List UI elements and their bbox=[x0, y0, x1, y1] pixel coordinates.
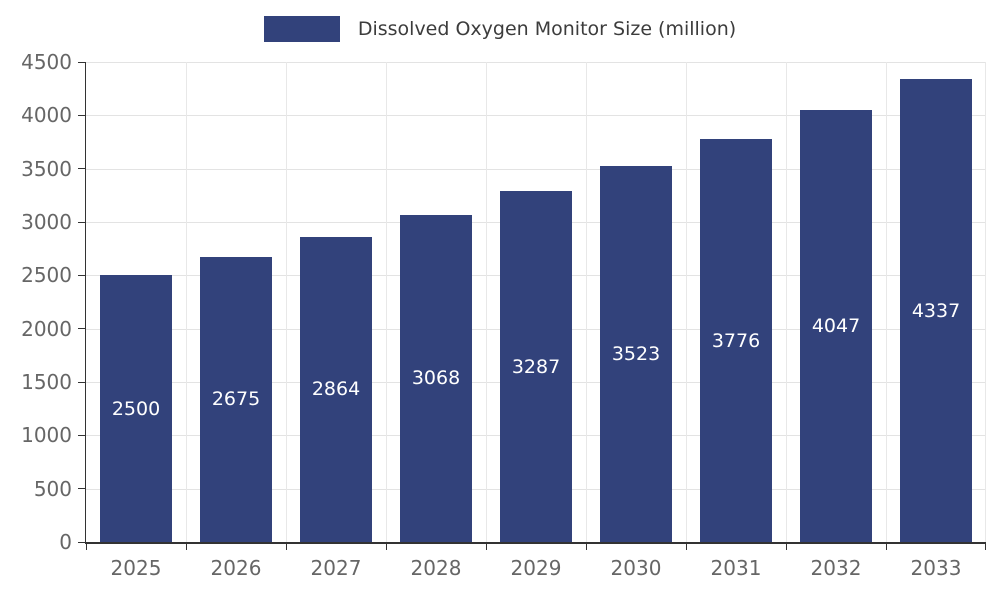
gridline-vertical bbox=[686, 62, 687, 542]
bar-2031[interactable]: 3776 bbox=[700, 139, 772, 542]
y-tick-mark bbox=[78, 168, 86, 170]
x-tick-label: 2030 bbox=[610, 556, 662, 580]
bar-2026[interactable]: 2675 bbox=[200, 256, 272, 542]
x-tick-label: 2029 bbox=[510, 556, 562, 580]
gridline-vertical bbox=[286, 62, 287, 542]
bar-2030[interactable]: 3523 bbox=[600, 166, 672, 542]
gridline-horizontal bbox=[86, 62, 986, 63]
y-tick-mark bbox=[78, 221, 86, 223]
y-tick-mark bbox=[78, 328, 86, 330]
bar-value-label: 3068 bbox=[411, 367, 461, 390]
gridline-vertical bbox=[386, 62, 387, 542]
x-tick-mark bbox=[985, 542, 986, 550]
x-tick-label: 2027 bbox=[310, 556, 362, 580]
x-tick-mark bbox=[386, 542, 387, 550]
gridline-vertical bbox=[186, 62, 187, 542]
bar-2032[interactable]: 4047 bbox=[800, 110, 872, 542]
x-tick-label: 2028 bbox=[410, 556, 462, 580]
x-tick-mark bbox=[186, 542, 187, 550]
x-tick-mark bbox=[486, 542, 487, 550]
y-tick-label: 500 bbox=[33, 476, 72, 501]
bar-2025[interactable]: 2500 bbox=[100, 275, 172, 542]
legend-swatch bbox=[263, 16, 340, 42]
y-tick-label: 2000 bbox=[21, 316, 72, 341]
y-tick-mark bbox=[78, 61, 86, 63]
y-tick-label: 1500 bbox=[21, 370, 72, 394]
x-tick-mark bbox=[686, 542, 687, 550]
x-tick-mark bbox=[86, 542, 87, 550]
x-tick-mark bbox=[286, 542, 287, 550]
legend-label: Dissolved Oxygen Monitor Size (million) bbox=[357, 18, 737, 40]
y-tick-label: 3000 bbox=[21, 210, 72, 234]
plot-area: 0 500 1000 1500 2000 2500 3000 3500 4000 4500 2500… bbox=[21, 50, 986, 580]
y-tick-label: 4500 bbox=[21, 50, 72, 74]
bar-value-label: 2500 bbox=[111, 397, 161, 420]
bar-2027[interactable]: 2864 bbox=[300, 236, 372, 542]
y-tick-label: 2500 bbox=[21, 263, 72, 288]
y-tick-mark bbox=[78, 274, 86, 276]
gridline-vertical bbox=[586, 62, 587, 542]
x-tick-label: 2026 bbox=[210, 556, 262, 580]
gridline-vertical bbox=[486, 62, 487, 542]
x-tick-label: 2033 bbox=[910, 556, 962, 580]
bar-value-label: 4337 bbox=[911, 299, 961, 322]
legend[interactable]: Dissolved Oxygen Monitor Size (million) bbox=[0, 16, 1000, 42]
y-tick-mark bbox=[78, 381, 86, 383]
y-tick-mark bbox=[78, 114, 86, 116]
bar-2029[interactable]: 3287 bbox=[500, 191, 572, 542]
x-tick-mark bbox=[586, 542, 587, 550]
y-tick-label: 1000 bbox=[21, 423, 72, 448]
y-tick-label: 3500 bbox=[21, 156, 72, 181]
gridline-horizontal bbox=[86, 115, 986, 117]
bar-2028[interactable]: 3068 bbox=[400, 214, 472, 542]
bar-2033[interactable]: 4337 bbox=[900, 79, 972, 542]
y-tick-mark bbox=[78, 434, 86, 436]
bar-value-label: 2675 bbox=[211, 388, 261, 411]
gridline-vertical bbox=[786, 62, 787, 542]
bar-value-label: 2864 bbox=[311, 378, 361, 401]
y-tick-mark bbox=[78, 541, 86, 543]
x-tick-mark bbox=[786, 542, 787, 550]
x-tick-label: 2025 bbox=[110, 556, 162, 580]
y-tick-mark bbox=[78, 488, 86, 490]
bar-value-label: 3287 bbox=[511, 355, 561, 378]
y-tick-label: 4000 bbox=[21, 103, 72, 128]
gridline-vertical bbox=[886, 62, 887, 542]
gridline-vertical bbox=[985, 62, 986, 542]
x-tick-mark bbox=[886, 542, 887, 550]
bar-value-label: 3776 bbox=[711, 329, 761, 352]
bar-value-label: 4047 bbox=[811, 315, 861, 338]
y-tick-label: 0 bbox=[59, 530, 72, 554]
x-tick-label: 2031 bbox=[710, 556, 762, 580]
bar-value-label: 3523 bbox=[611, 343, 661, 366]
gridline-horizontal bbox=[86, 168, 986, 170]
x-tick-label: 2032 bbox=[810, 556, 862, 580]
